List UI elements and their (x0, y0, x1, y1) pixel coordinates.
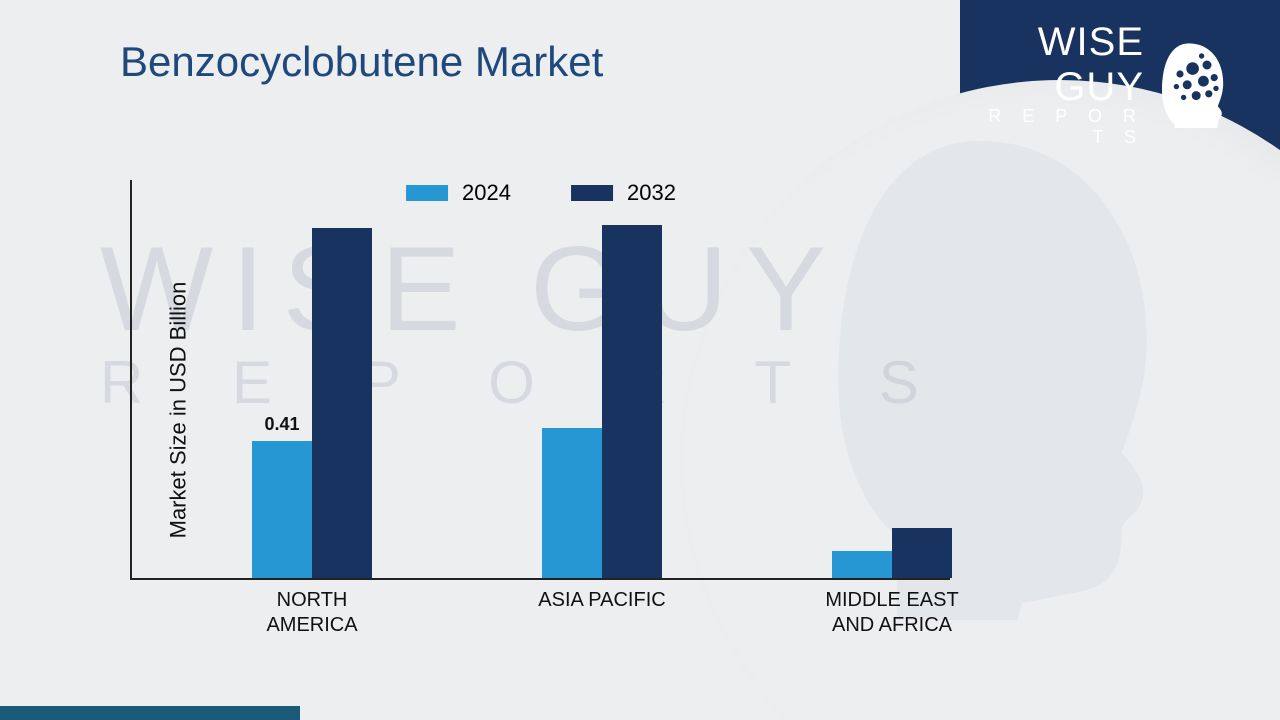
x-axis-label: NORTH AMERICA (232, 588, 392, 638)
bar-value-label: 0.41 (264, 414, 299, 435)
logo-text-line1: WISE GUY (980, 20, 1144, 110)
bar-group: MIDDLE EAST AND AFRICA (822, 528, 962, 578)
legend-label-2032: 2032 (627, 180, 676, 206)
legend-swatch-2024 (406, 185, 448, 201)
bar-group: ASIA PACIFIC (532, 225, 672, 578)
bar (602, 225, 662, 578)
brand-head-icon (1144, 38, 1234, 128)
legend-label-2024: 2024 (462, 180, 511, 206)
plot-area: 2024 2032 0.41NORTH AMERICAASIA PACIFICM… (130, 180, 950, 580)
bar (252, 441, 312, 578)
legend-item-2032: 2032 (571, 180, 676, 206)
x-axis-label: MIDDLE EAST AND AFRICA (812, 588, 972, 638)
bar (832, 551, 892, 578)
x-axis-label: ASIA PACIFIC (522, 588, 682, 613)
bottom-accent-bar (0, 706, 300, 720)
logo-text-line2: R E P O R T S (980, 106, 1144, 148)
legend-item-2024: 2024 (406, 180, 511, 206)
bar (542, 428, 602, 578)
brand-logo: WISE GUY R E P O R T S (980, 20, 1240, 148)
legend-swatch-2032 (571, 185, 613, 201)
legend: 2024 2032 (406, 180, 676, 206)
bar (892, 528, 952, 578)
bar (312, 228, 372, 578)
bar-group: 0.41NORTH AMERICA (242, 228, 382, 578)
page-root: WISE GUY R E P O R T S WISE GUY R E P O … (0, 0, 1280, 720)
chart-area: Market Size in USD Billion 2024 2032 0.4… (60, 160, 960, 660)
chart-title: Benzocyclobutene Market (120, 38, 603, 86)
